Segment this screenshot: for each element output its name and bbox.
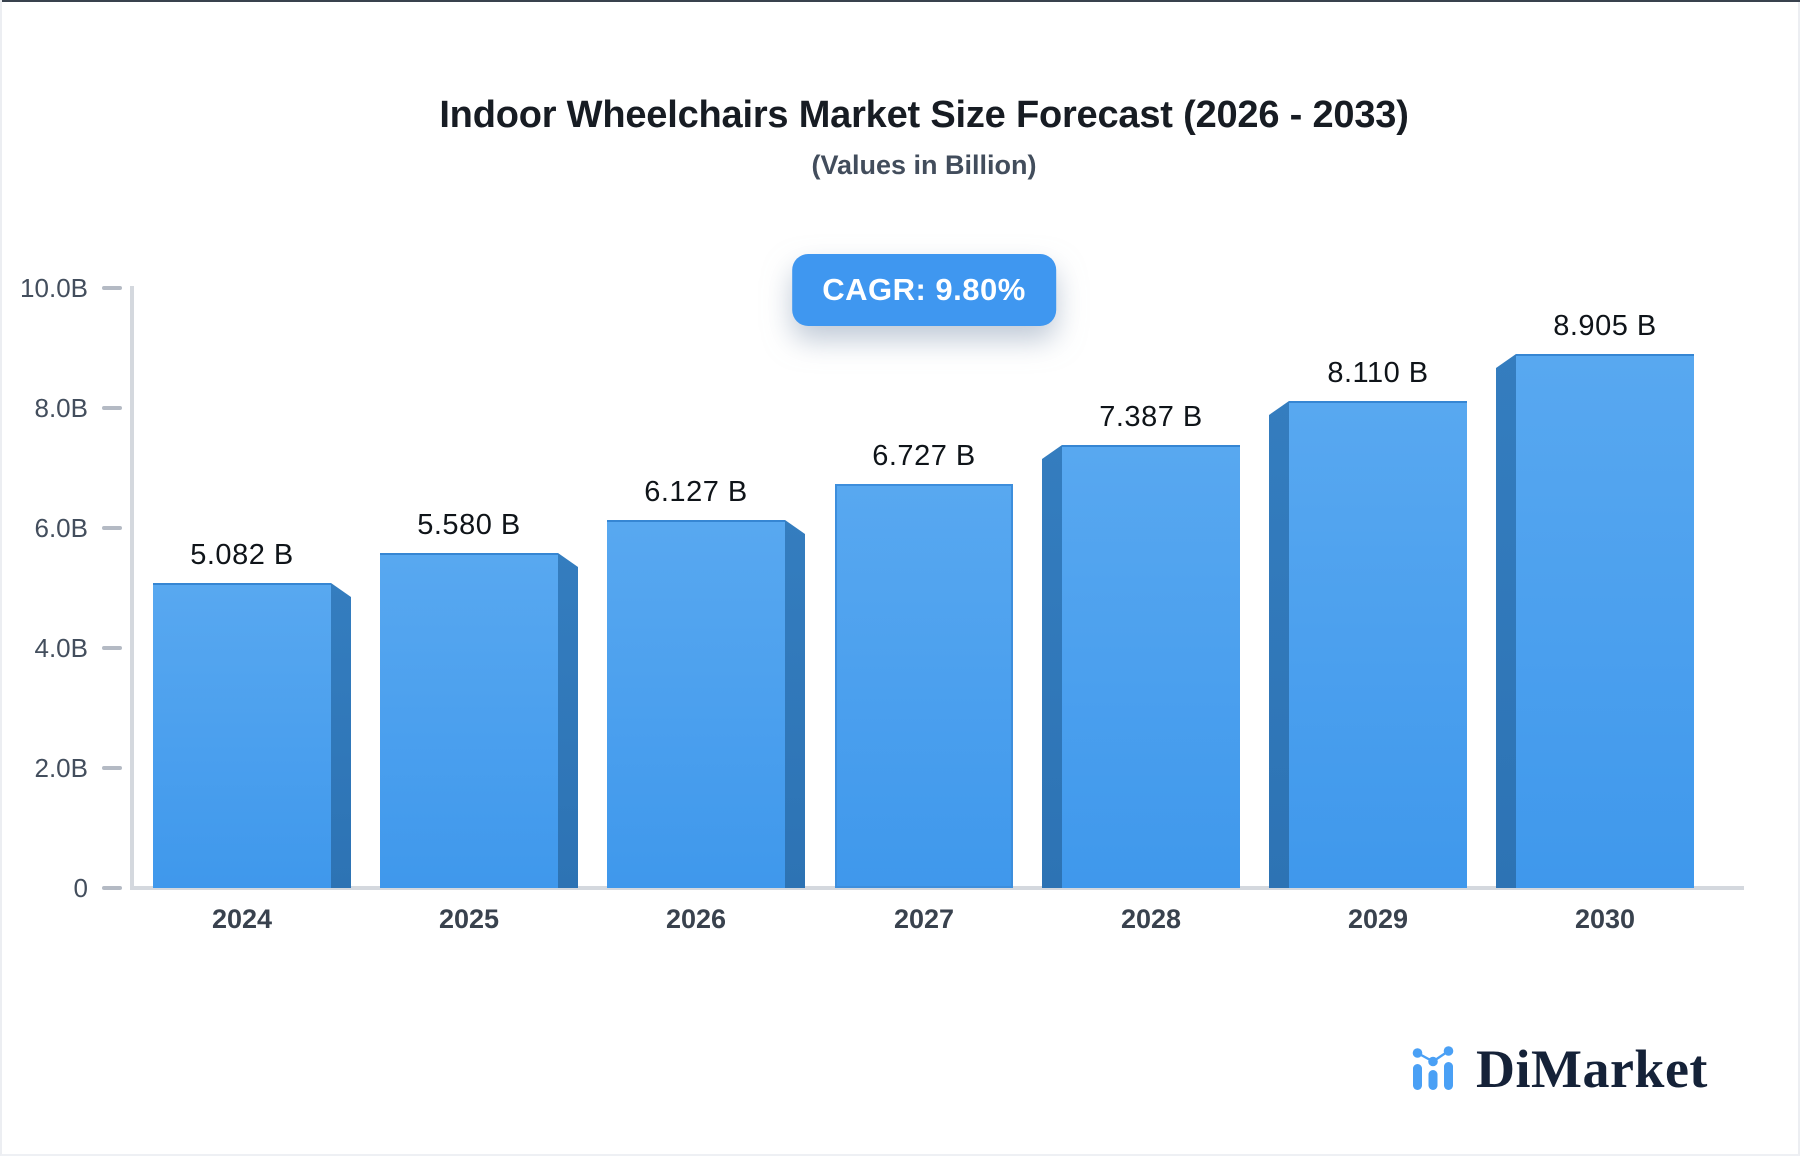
x-tick-label: 2025 xyxy=(438,904,500,934)
chart-title: Indoor Wheelchairs Market Size Forecast … xyxy=(439,94,1409,136)
bar-2026-side xyxy=(785,520,805,888)
x-axis-line xyxy=(130,886,1744,890)
logo-wordmark: DiMarket xyxy=(1476,1039,1708,1099)
x-tick-label: 2029 xyxy=(1347,904,1409,934)
bar-2030-side xyxy=(1496,354,1516,888)
bar-2029-side xyxy=(1269,401,1289,888)
bar-value-label: 5.580 B xyxy=(417,509,521,541)
x-tick-label: 2026 xyxy=(665,904,727,934)
bar-2030 xyxy=(1516,354,1694,888)
y-tick-label: 6.0B xyxy=(34,513,89,543)
bar-value-label: 5.082 B xyxy=(190,539,294,571)
y-axis-line xyxy=(130,286,134,890)
bar-2024-side xyxy=(331,583,351,888)
bar-value-label: 6.127 B xyxy=(644,476,748,508)
y-tick-label: 0 xyxy=(73,873,88,903)
y-tick-mark xyxy=(102,646,122,650)
bar-value-label: 8.905 B xyxy=(1553,310,1657,342)
x-tick-label: 2027 xyxy=(893,904,955,934)
y-tick-mark xyxy=(102,286,122,290)
y-tick-mark xyxy=(102,406,122,410)
y-tick-mark xyxy=(102,766,122,770)
bar-2024 xyxy=(153,583,331,888)
cagr-badge: CAGR: 9.80% xyxy=(792,254,1056,326)
chart-subtitle: (Values in Billion) xyxy=(811,150,1037,180)
bar-2027 xyxy=(835,484,1013,888)
bar-2029 xyxy=(1289,401,1467,888)
bar-value-label: 8.110 B xyxy=(1327,357,1429,389)
y-tick-label: 2.0B xyxy=(34,753,89,783)
x-tick-label: 2030 xyxy=(1574,904,1636,934)
bar-2025 xyxy=(380,553,558,888)
y-tick-label: 4.0B xyxy=(34,633,89,663)
bar-chart-logo-icon xyxy=(1412,1046,1454,1090)
bar-value-label: 6.727 B xyxy=(872,440,976,472)
cagr-badge-label: CAGR: 9.80% xyxy=(822,272,1026,307)
x-tick-label: 2024 xyxy=(211,904,273,934)
card-top-border xyxy=(2,0,1800,2)
bar-2025-side xyxy=(558,553,578,888)
x-tick-label: 2028 xyxy=(1120,904,1182,934)
bar-value-label: 7.387 B xyxy=(1099,401,1203,433)
bar-2028-side xyxy=(1042,445,1062,888)
y-tick-label: 10.0B xyxy=(20,273,88,303)
y-tick-mark xyxy=(102,886,122,890)
y-tick-mark xyxy=(102,526,122,530)
bar-2028 xyxy=(1062,445,1240,888)
bar-2026 xyxy=(607,520,785,888)
brand-logo: DiMarket xyxy=(1410,1038,1708,1100)
y-tick-label: 8.0B xyxy=(34,393,89,423)
